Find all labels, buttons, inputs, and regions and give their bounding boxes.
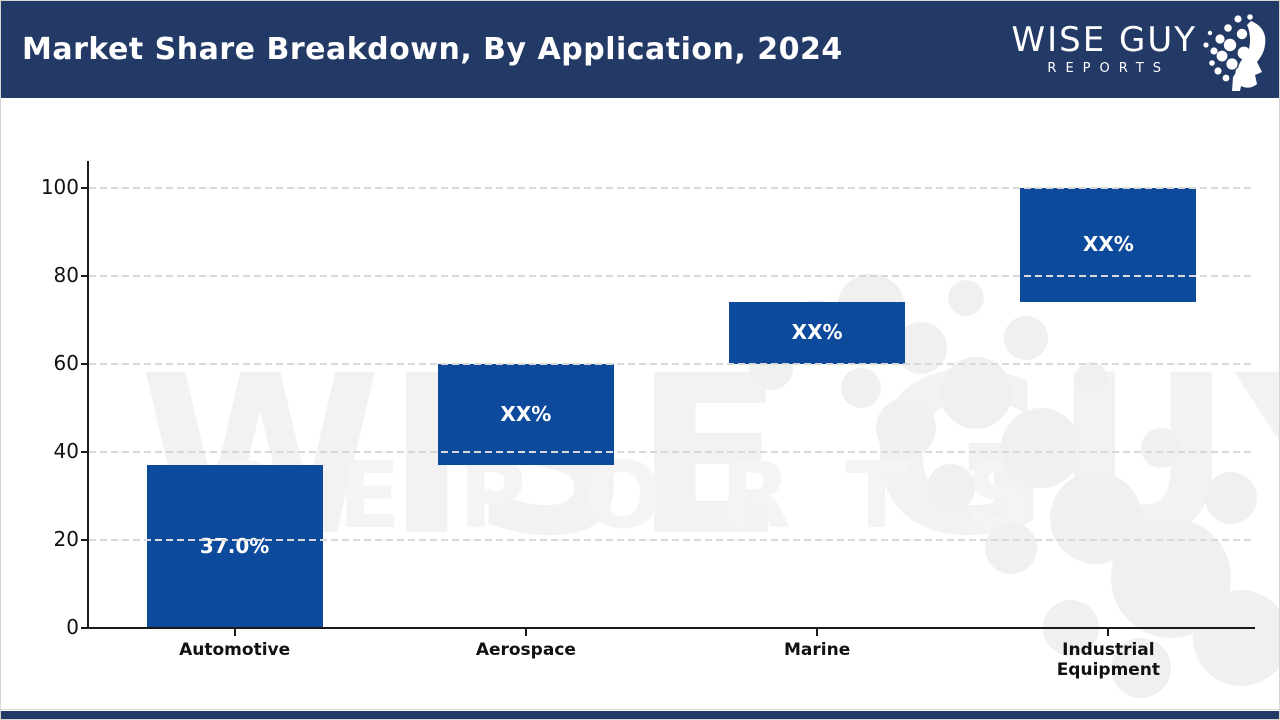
x-axis-line <box>87 627 1255 629</box>
y-tick-label: 20 <box>53 527 79 551</box>
logo-subtitle: REPORTS <box>1047 61 1171 76</box>
y-tick-label: 60 <box>53 351 79 375</box>
header-banner: Market Share Breakdown, By Application, … <box>1 1 1279 98</box>
logo-face-icon <box>1203 13 1266 91</box>
bar-automotive <box>146 465 323 628</box>
logo-wordmark: WISE GUY <box>1011 20 1197 60</box>
gridline-60 <box>89 363 1254 365</box>
y-axis-line <box>87 161 89 628</box>
x-tick-mark <box>1107 629 1110 636</box>
x-category-label: Automotive <box>179 640 291 660</box>
bar-value-label: XX% <box>500 401 552 426</box>
y-tick-label: 0 <box>66 615 79 639</box>
bar-aerospace <box>437 364 614 466</box>
gridline-40 <box>89 451 1254 453</box>
y-tick-mark <box>81 363 89 365</box>
y-tick-label: 80 <box>53 263 79 287</box>
wise-guy-logo: WISE GUY REPORTS <box>1011 9 1279 91</box>
gridline-20 <box>89 539 1254 541</box>
watermark-subtext: REPORTS <box>209 442 1091 549</box>
x-category-label: Industrial Equipment <box>1056 640 1161 680</box>
x-category-label: Aerospace <box>475 640 576 660</box>
gridline-80 <box>89 275 1254 277</box>
x-tick-mark <box>524 629 527 636</box>
bar-value-label: 37.0% <box>199 533 270 558</box>
bar-industrial-equipment <box>1020 188 1197 303</box>
waterfall-chart: WISE GUY REPORTS 37.0% XX% XX% XX% 0 20 40 60 80… <box>1 98 1279 712</box>
x-category-label: Marine <box>784 640 851 660</box>
footer-divider <box>1 709 1279 710</box>
y-tick-label: 100 <box>40 175 79 199</box>
bar-value-label: XX% <box>1082 232 1134 257</box>
page-title: Market Share Breakdown, By Application, … <box>22 32 843 67</box>
gridline-100 <box>89 187 1254 189</box>
bar-marine <box>729 302 906 364</box>
y-tick-label: 40 <box>53 439 79 463</box>
logo-text: WISE GUY REPORTS <box>1011 23 1197 76</box>
x-tick-mark <box>816 629 819 636</box>
y-tick-mark <box>81 451 89 453</box>
y-tick-mark <box>81 187 89 189</box>
footer-bar <box>1 711 1279 719</box>
x-tick-mark <box>233 629 236 636</box>
watermark-dots-graphic <box>749 274 1279 698</box>
y-tick-mark <box>81 275 89 277</box>
y-tick-mark <box>81 539 89 541</box>
bar-value-label: XX% <box>791 320 843 345</box>
y-tick-mark <box>81 627 89 629</box>
